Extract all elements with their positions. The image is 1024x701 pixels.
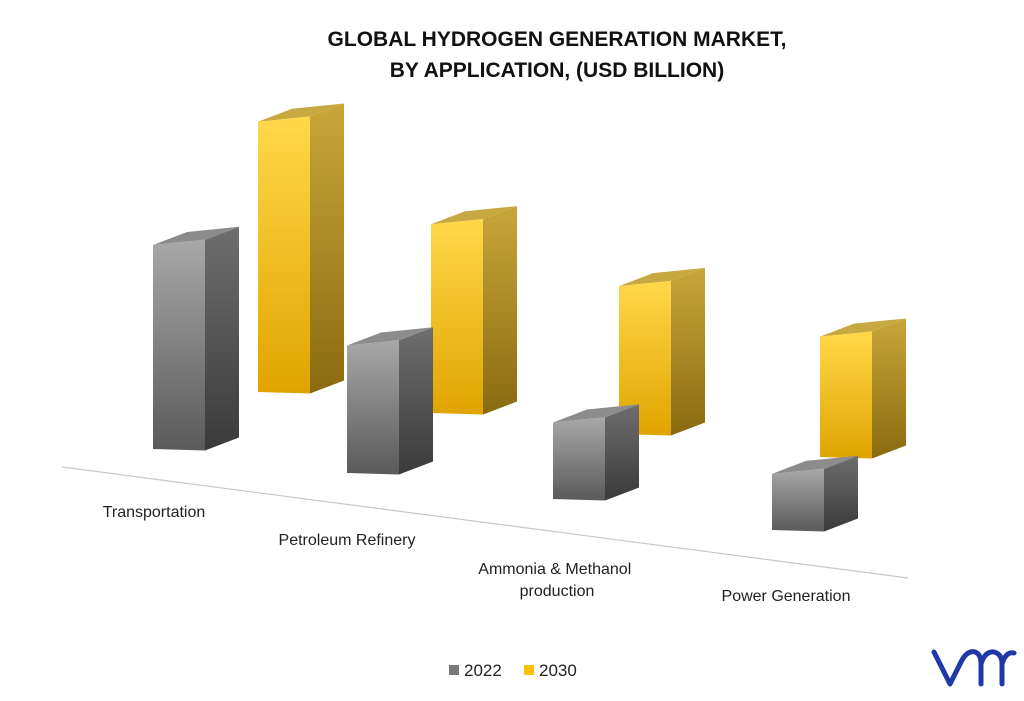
bar-ammonia-methanol-production-2022	[553, 404, 639, 501]
category-labels: Transportation Petroleum Refinery Ammoni…	[103, 504, 851, 605]
bar-transportation-2030	[258, 103, 344, 394]
bar-power-generation-2030-side	[872, 318, 906, 459]
category-label-transportation: Transportation	[103, 504, 206, 521]
bar-petroleum-refinery-2030	[431, 206, 517, 415]
bar-transportation-2030-front	[258, 116, 310, 394]
bar-transportation-2030-top	[258, 103, 344, 122]
bar-ammonia-methanol-production-2030-top	[619, 267, 705, 287]
chart-title: GLOBAL HYDROGEN GENERATION MARKET,	[328, 28, 787, 51]
chart-subtitle: BY APPLICATION, (USD BILLION)	[390, 59, 724, 82]
category-label-transportation-line-1: Transportation	[103, 504, 206, 521]
legend: 2022 2030	[449, 661, 577, 680]
category-label-power-generation-line-1: Power Generation	[722, 588, 851, 605]
bar-petroleum-refinery-2030-front	[431, 219, 483, 415]
bar-ammonia-methanol-production-2022-top	[553, 404, 639, 423]
bar-power-generation-2022-side	[824, 455, 858, 532]
bar-power-generation-2022	[772, 455, 858, 532]
bar-power-generation-2022-front	[772, 468, 824, 532]
category-label-ammonia-methanol: Ammonia & Methanol production	[478, 561, 635, 600]
bar-petroleum-refinery-2022-top	[347, 327, 433, 346]
bar-petroleum-refinery-2022-front	[347, 340, 399, 475]
bar-ammonia-methanol-production-2022-front	[553, 417, 605, 501]
legend-label-2022: 2022	[464, 661, 502, 680]
legend-swatch-2022	[449, 665, 459, 675]
bar-transportation-2022-top	[153, 226, 239, 245]
floor-line	[61, 466, 909, 579]
bar-transportation-2022-side	[205, 226, 239, 451]
legend-swatch-2030	[524, 665, 534, 675]
bar-petroleum-refinery-2030-side	[483, 206, 517, 415]
category-label-ammonia-methanol-line-2: production	[520, 583, 595, 600]
category-label-ammonia-methanol-line-1: Ammonia & Methanol	[478, 561, 631, 578]
bar-ammonia-methanol-production-2030-side	[671, 267, 705, 436]
vmr-logo-mark	[931, 649, 1017, 687]
vmr-logo	[931, 649, 1017, 687]
bar-transportation-2022	[153, 226, 239, 451]
bar-transportation-2022-front	[153, 239, 205, 451]
category-label-petroleum-refinery: Petroleum Refinery	[279, 532, 416, 549]
category-label-power-generation: Power Generation	[722, 588, 851, 605]
bar-ammonia-methanol-production-2030-front	[619, 280, 671, 436]
bar-power-generation-2030-front	[820, 331, 872, 459]
bar-ammonia-methanol-production-2030	[619, 267, 705, 436]
bar-power-generation-2030	[820, 318, 906, 459]
bar-power-generation-2030-top	[820, 318, 906, 337]
bar-transportation-2030-side	[310, 103, 344, 394]
bar-power-generation-2022-top	[772, 455, 858, 474]
bars-layer	[153, 103, 906, 532]
legend-label-2030: 2030	[539, 661, 577, 680]
bar-petroleum-refinery-2022	[347, 327, 433, 475]
category-label-petroleum-refinery-line-1: Petroleum Refinery	[279, 532, 416, 549]
bar-petroleum-refinery-2030-top	[431, 206, 517, 225]
bar-petroleum-refinery-2022-side	[399, 327, 433, 475]
bar-ammonia-methanol-production-2022-side	[605, 404, 639, 501]
